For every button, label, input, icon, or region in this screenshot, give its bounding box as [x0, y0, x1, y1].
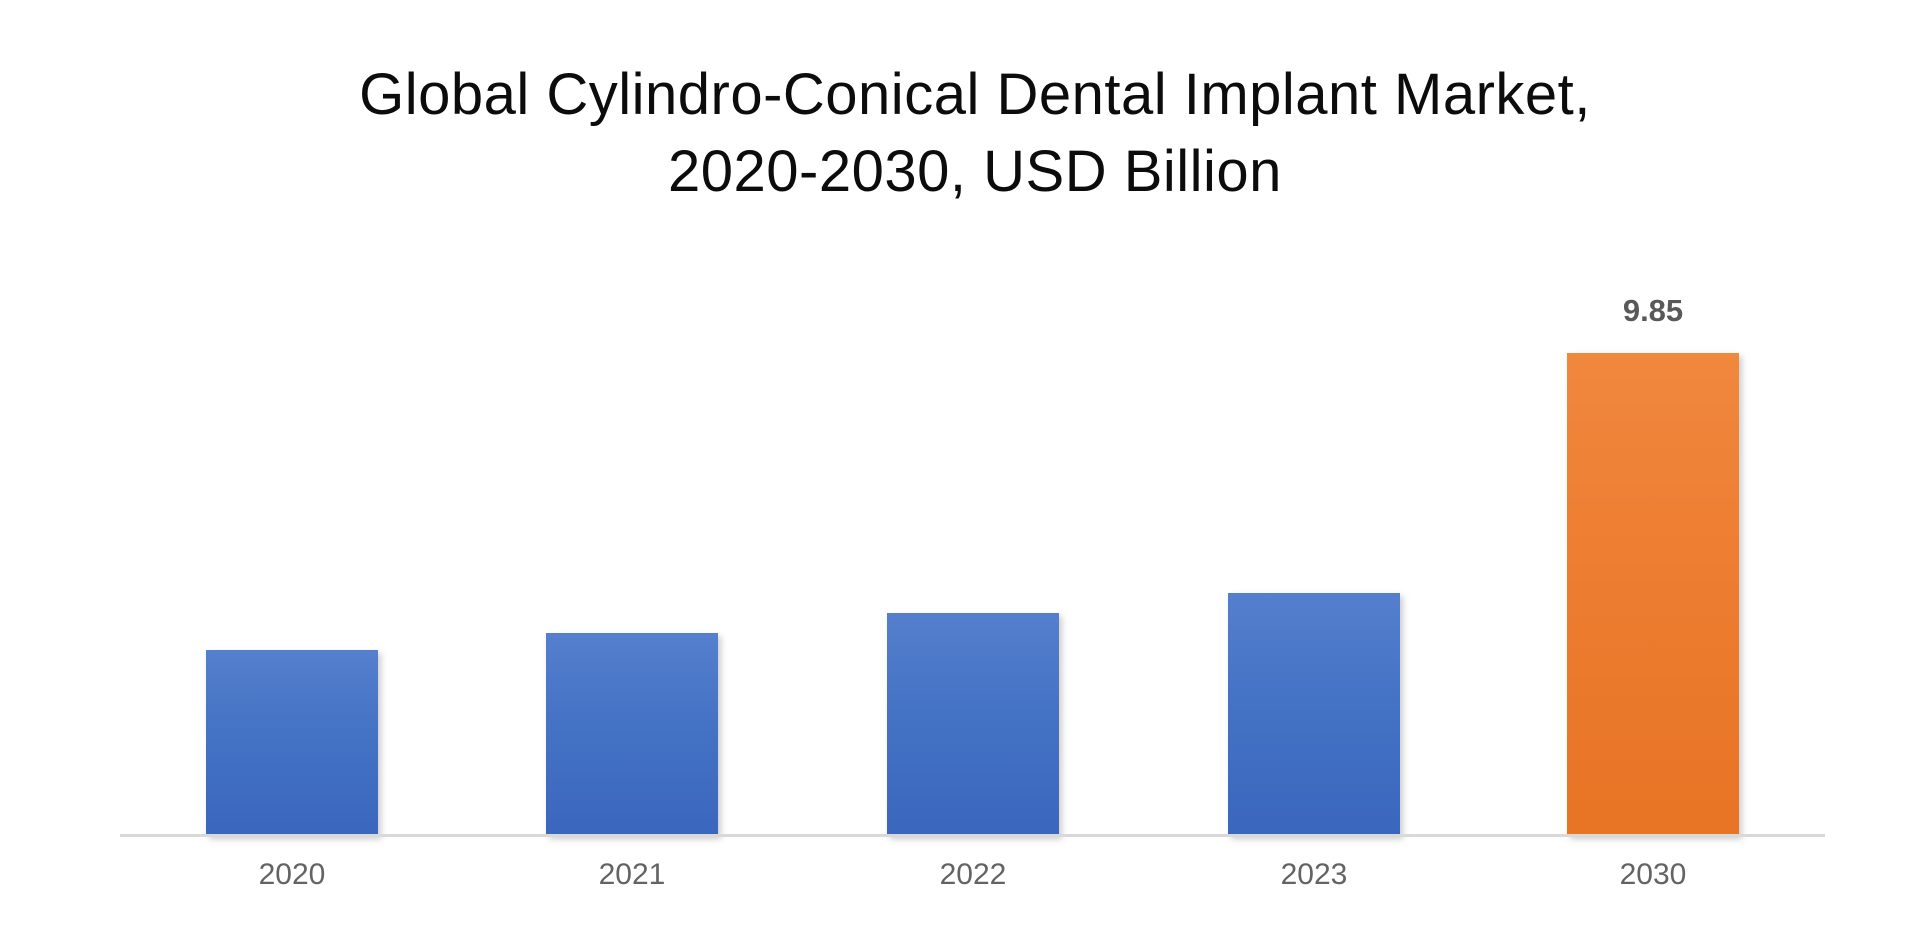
x-axis-label-2021: 2021	[598, 858, 666, 891]
bar-2023[interactable]	[1228, 593, 1400, 836]
chart-title-line2: 2020-2030, USD Billion	[668, 139, 1282, 204]
x-axis-line	[120, 834, 1825, 837]
x-axis-label-2030: 2030	[1619, 858, 1687, 891]
bar-2022[interactable]	[887, 613, 1059, 836]
chart-title-line1: Global Cylindro-Conical Dental Implant M…	[359, 62, 1591, 127]
bar-2030[interactable]	[1567, 353, 1739, 836]
x-axis-label-2020: 2020	[258, 858, 326, 891]
data-label-2030: 9.85	[1622, 293, 1684, 328]
bar-2021[interactable]	[546, 633, 718, 836]
x-axis-label-2022: 2022	[939, 858, 1007, 891]
bar-2020[interactable]	[206, 650, 378, 836]
x-axis-label-2023: 2023	[1280, 858, 1348, 891]
chart-title: Global Cylindro-Conical Dental Implant M…	[25, 56, 1920, 210]
